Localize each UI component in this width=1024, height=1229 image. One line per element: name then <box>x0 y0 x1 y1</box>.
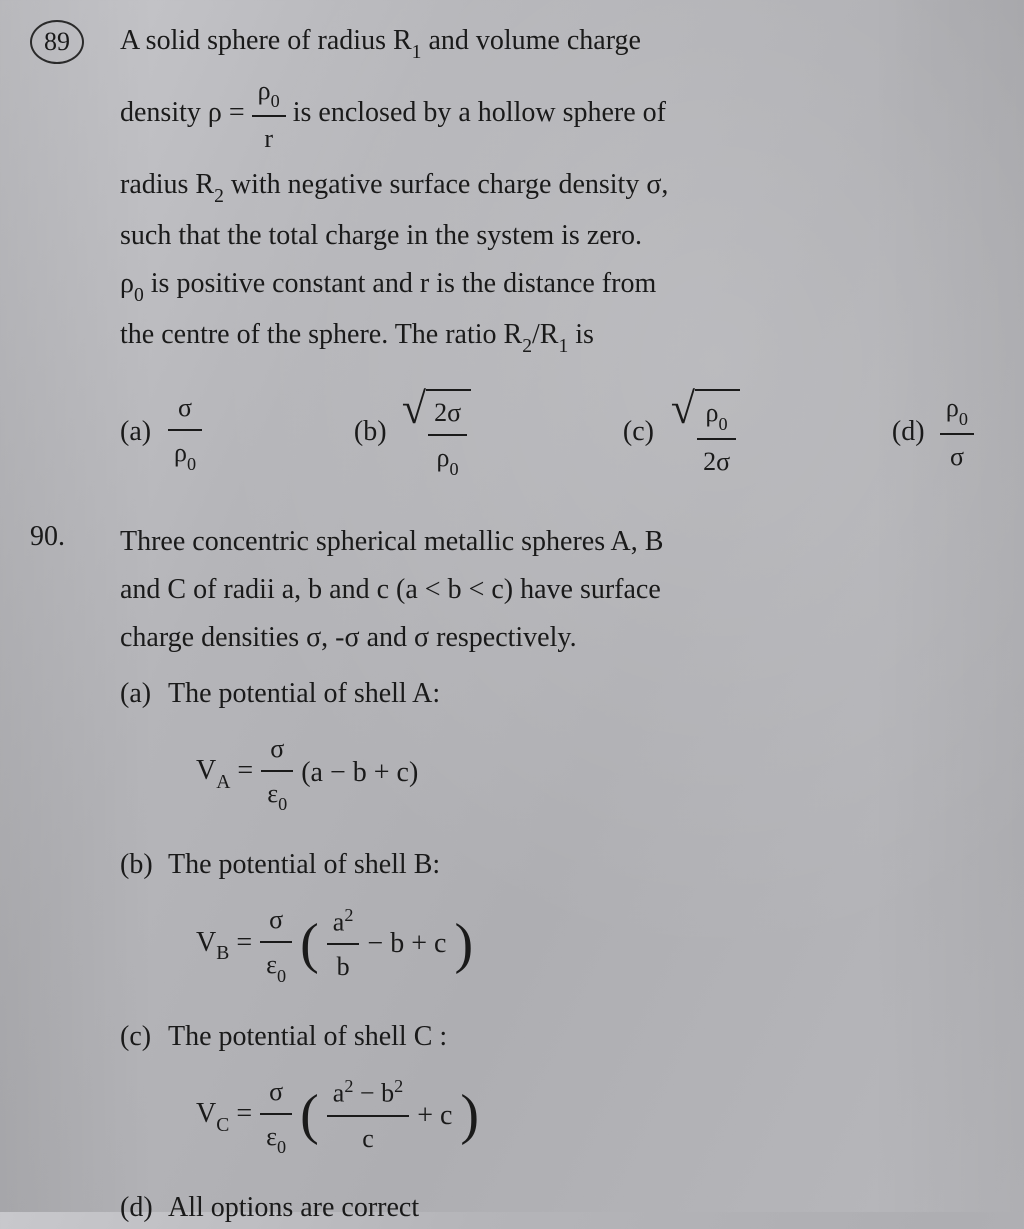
option: (b) The potential of shell B: VB =σε0(a2b−… <box>120 844 994 1001</box>
option-label: (c) <box>623 411 661 453</box>
option-expression: √ρ02σ <box>671 383 740 480</box>
option-intro: All options are correct <box>168 1187 994 1229</box>
option-equation: VC =σε0(a2 − b2c+ c) <box>196 1072 994 1159</box>
question-body: A solid sphere of radius R1 and volume c… <box>120 20 994 481</box>
question-text: Three concentric spherical metallic sphe… <box>120 521 994 659</box>
option-intro: The potential of shell C : <box>168 1016 994 1058</box>
option-content: The potential of shell B: VB =σε0(a2b− b … <box>168 844 994 1001</box>
option-label: (a) <box>120 411 158 453</box>
option: (d) ρ0σ <box>892 388 974 475</box>
option: (d) All options are correct <box>120 1187 994 1229</box>
question-line: the centre of the sphere. The ratio R2/R… <box>120 314 994 359</box>
option-expression: σρ0 <box>168 388 202 475</box>
question-number-plain: 90. <box>30 521 65 552</box>
question-number: 90. <box>30 521 65 553</box>
question-line: and C of radii a, b and c (a < b < c) ha… <box>120 569 994 611</box>
question-line: ρ0 is positive constant and r is the dis… <box>120 263 994 308</box>
question-89: 89 A solid sphere of radius R1 and volum… <box>30 20 994 481</box>
question-90: 90. Three concentric spherical metallic … <box>30 521 994 1229</box>
option: (c) √ρ02σ <box>623 383 740 480</box>
option: (b) √2σρ0 <box>354 383 471 480</box>
question-line: such that the total charge in the system… <box>120 215 994 257</box>
question-line: Three concentric spherical metallic sphe… <box>120 521 994 563</box>
options-row: (a) σρ0 (b) √2σρ0 (c) √ρ02σ (d) ρ0σ <box>120 383 994 480</box>
question-line: A solid sphere of radius R1 and volume c… <box>120 20 994 65</box>
option-equation: VB =σε0(a2b− b + c) <box>196 900 994 987</box>
question-number-circled: 89 <box>30 20 84 64</box>
options-list: (a) The potential of shell A: VA =σε0(a − … <box>120 673 994 1229</box>
option-expression: ρ0σ <box>940 388 974 475</box>
option-content: All options are correct <box>168 1187 994 1229</box>
option-label: (d) <box>120 1187 158 1229</box>
question-body: Three concentric spherical metallic sphe… <box>120 521 994 1229</box>
option-intro: The potential of shell B: <box>168 844 994 886</box>
option-equation: VA =σε0(a − b + c) <box>196 729 994 816</box>
option-label: (d) <box>892 411 930 453</box>
option-expression: √2σρ0 <box>402 383 471 480</box>
option-content: The potential of shell A: VA =σε0(a − b +… <box>168 673 994 830</box>
question-line: charge densities σ, -σ and σ respectivel… <box>120 617 994 659</box>
question-line: radius R2 with negative surface charge d… <box>120 164 994 209</box>
question-line: density ρ = ρ0r is enclosed by a hollow … <box>120 71 994 158</box>
option-label: (b) <box>354 411 392 453</box>
option: (a) The potential of shell A: VA =σε0(a − … <box>120 673 994 830</box>
option: (a) σρ0 <box>120 388 202 475</box>
option: (c) The potential of shell C : VC =σε0(a2 … <box>120 1016 994 1173</box>
option-label: (c) <box>120 1016 158 1058</box>
question-text: A solid sphere of radius R1 and volume c… <box>120 20 994 359</box>
option-label: (b) <box>120 844 158 886</box>
option-label: (a) <box>120 673 158 715</box>
option-content: The potential of shell C : VC =σε0(a2 − b… <box>168 1016 994 1173</box>
question-number: 89 <box>30 20 84 64</box>
option-intro: The potential of shell A: <box>168 673 994 715</box>
